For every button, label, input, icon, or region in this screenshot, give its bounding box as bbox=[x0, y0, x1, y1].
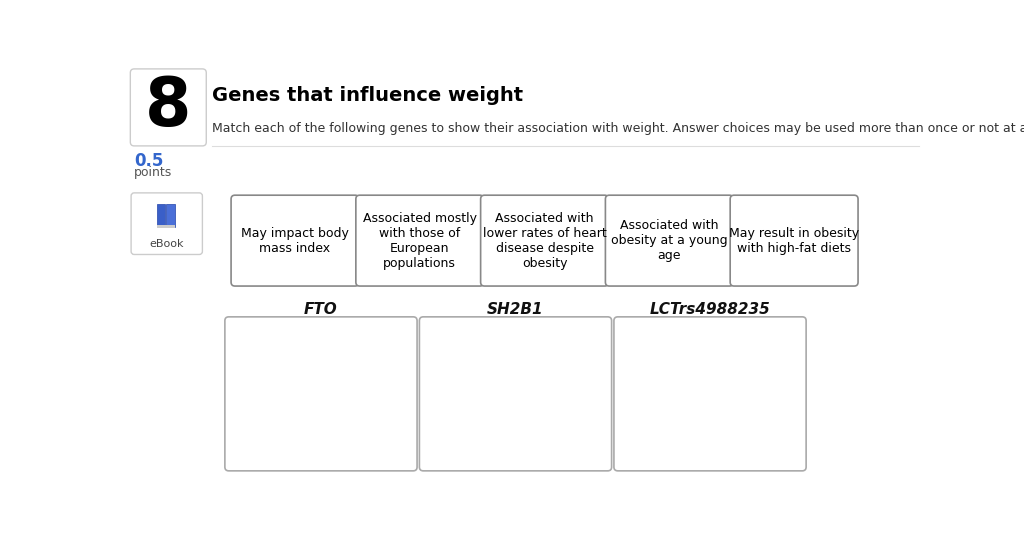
Text: eBook: eBook bbox=[150, 239, 184, 249]
Text: Genes that influence weight: Genes that influence weight bbox=[212, 85, 523, 104]
FancyBboxPatch shape bbox=[614, 317, 806, 471]
FancyBboxPatch shape bbox=[130, 69, 206, 146]
Text: Associated with
obesity at a young
age: Associated with obesity at a young age bbox=[611, 219, 728, 262]
FancyBboxPatch shape bbox=[480, 195, 608, 286]
Bar bbox=[157, 225, 174, 228]
Text: 0.5: 0.5 bbox=[134, 152, 164, 169]
FancyBboxPatch shape bbox=[231, 195, 359, 286]
FancyBboxPatch shape bbox=[225, 317, 417, 471]
FancyBboxPatch shape bbox=[730, 195, 858, 286]
Text: FTO: FTO bbox=[304, 302, 338, 317]
Text: May impact body
mass index: May impact body mass index bbox=[241, 226, 349, 255]
Text: Associated with
lower rates of heart
disease despite
obesity: Associated with lower rates of heart dis… bbox=[482, 211, 606, 270]
FancyBboxPatch shape bbox=[131, 193, 203, 255]
Text: points: points bbox=[134, 165, 172, 179]
Text: SH2B1: SH2B1 bbox=[487, 302, 544, 317]
Text: Match each of the following genes to show their association with weight. Answer : Match each of the following genes to sho… bbox=[212, 122, 1024, 135]
Text: 8: 8 bbox=[145, 74, 191, 140]
FancyBboxPatch shape bbox=[356, 195, 483, 286]
FancyBboxPatch shape bbox=[605, 195, 733, 286]
Text: May result in obesity
with high-fat diets: May result in obesity with high-fat diet… bbox=[729, 226, 859, 255]
Text: LCTrs4988235: LCTrs4988235 bbox=[649, 302, 770, 317]
FancyBboxPatch shape bbox=[157, 204, 165, 227]
FancyBboxPatch shape bbox=[166, 204, 174, 227]
Text: Associated mostly
with those of
European
populations: Associated mostly with those of European… bbox=[362, 211, 477, 270]
FancyBboxPatch shape bbox=[420, 317, 611, 471]
